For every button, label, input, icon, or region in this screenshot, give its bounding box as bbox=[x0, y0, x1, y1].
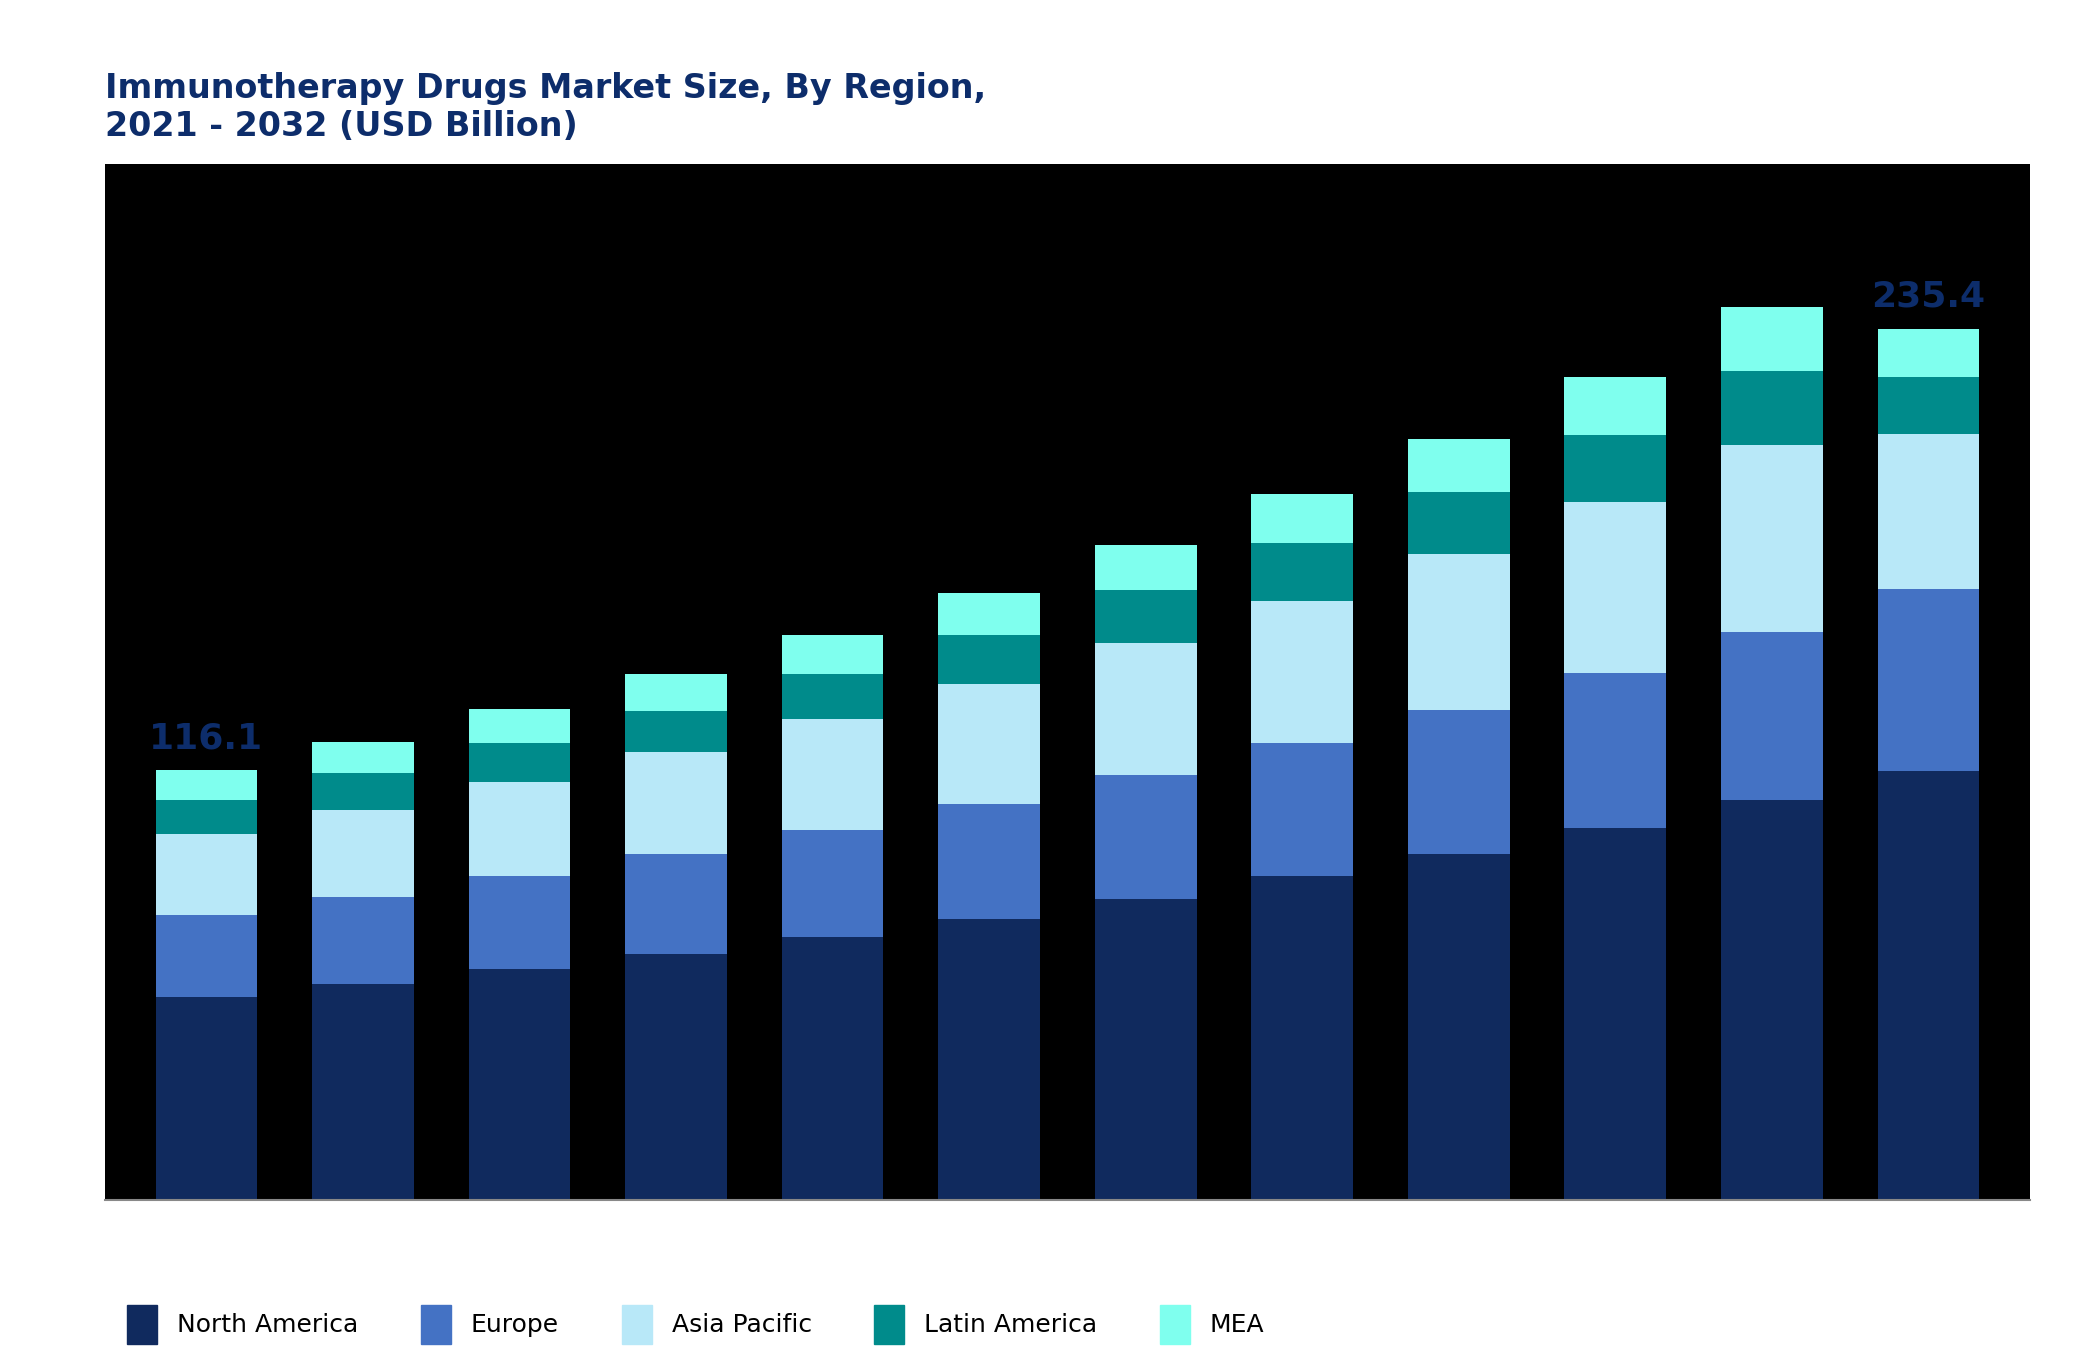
Bar bbox=[938, 919, 1040, 1200]
Bar bbox=[155, 997, 257, 1200]
Bar bbox=[312, 983, 414, 1200]
Bar bbox=[1563, 376, 1666, 435]
Bar bbox=[938, 636, 1040, 683]
Bar bbox=[781, 937, 883, 1200]
Bar bbox=[312, 896, 414, 983]
Bar bbox=[626, 753, 726, 854]
Bar bbox=[1877, 771, 1980, 1200]
Bar bbox=[626, 711, 726, 753]
Bar bbox=[1095, 644, 1197, 775]
Text: 116.1: 116.1 bbox=[149, 722, 264, 756]
Bar bbox=[1095, 591, 1197, 644]
Bar bbox=[1409, 492, 1509, 554]
Bar bbox=[626, 854, 726, 955]
Bar bbox=[155, 771, 257, 801]
Bar bbox=[312, 742, 414, 773]
Bar bbox=[312, 810, 414, 896]
Bar bbox=[155, 915, 257, 997]
Bar bbox=[626, 955, 726, 1200]
Bar bbox=[1877, 376, 1980, 434]
Bar bbox=[469, 877, 571, 968]
Bar bbox=[1252, 494, 1354, 543]
Bar bbox=[312, 773, 414, 810]
Bar bbox=[1409, 554, 1509, 709]
Bar bbox=[781, 674, 883, 719]
Bar bbox=[938, 805, 1040, 919]
Bar bbox=[626, 674, 726, 711]
Bar bbox=[1720, 632, 1823, 801]
Bar bbox=[1720, 801, 1823, 1200]
Bar bbox=[1563, 502, 1666, 672]
Bar bbox=[781, 719, 883, 831]
Bar bbox=[469, 968, 571, 1200]
Bar bbox=[1095, 899, 1197, 1200]
Bar bbox=[1409, 439, 1509, 492]
Text: 235.4: 235.4 bbox=[1871, 280, 1986, 314]
Bar bbox=[469, 743, 571, 782]
Bar bbox=[1720, 445, 1823, 632]
Bar bbox=[1252, 877, 1354, 1200]
Bar bbox=[781, 634, 883, 674]
Bar bbox=[1095, 775, 1197, 899]
Bar bbox=[1252, 600, 1354, 743]
Bar bbox=[469, 782, 571, 877]
Bar bbox=[1095, 544, 1197, 591]
Bar bbox=[1563, 828, 1666, 1200]
Bar bbox=[1409, 709, 1509, 854]
Legend: North America, Europe, Asia Pacific, Latin America, MEA: North America, Europe, Asia Pacific, Lat… bbox=[117, 1294, 1275, 1353]
Bar bbox=[1720, 371, 1823, 445]
Bar bbox=[1877, 589, 1980, 771]
Bar bbox=[1877, 434, 1980, 589]
Bar bbox=[155, 833, 257, 915]
Bar bbox=[1720, 307, 1823, 371]
Bar bbox=[1563, 435, 1666, 502]
Bar bbox=[1252, 743, 1354, 877]
Bar bbox=[781, 831, 883, 937]
Bar bbox=[1252, 543, 1354, 600]
Bar bbox=[155, 801, 257, 833]
Bar bbox=[469, 709, 571, 743]
Bar bbox=[1877, 329, 1980, 376]
Bar bbox=[1563, 672, 1666, 828]
Bar bbox=[1409, 854, 1509, 1200]
Text: Immunotherapy Drugs Market Size, By Region,
2021 - 2032 (USD Billion): Immunotherapy Drugs Market Size, By Regi… bbox=[105, 72, 986, 143]
Bar bbox=[938, 593, 1040, 636]
Bar bbox=[938, 683, 1040, 805]
